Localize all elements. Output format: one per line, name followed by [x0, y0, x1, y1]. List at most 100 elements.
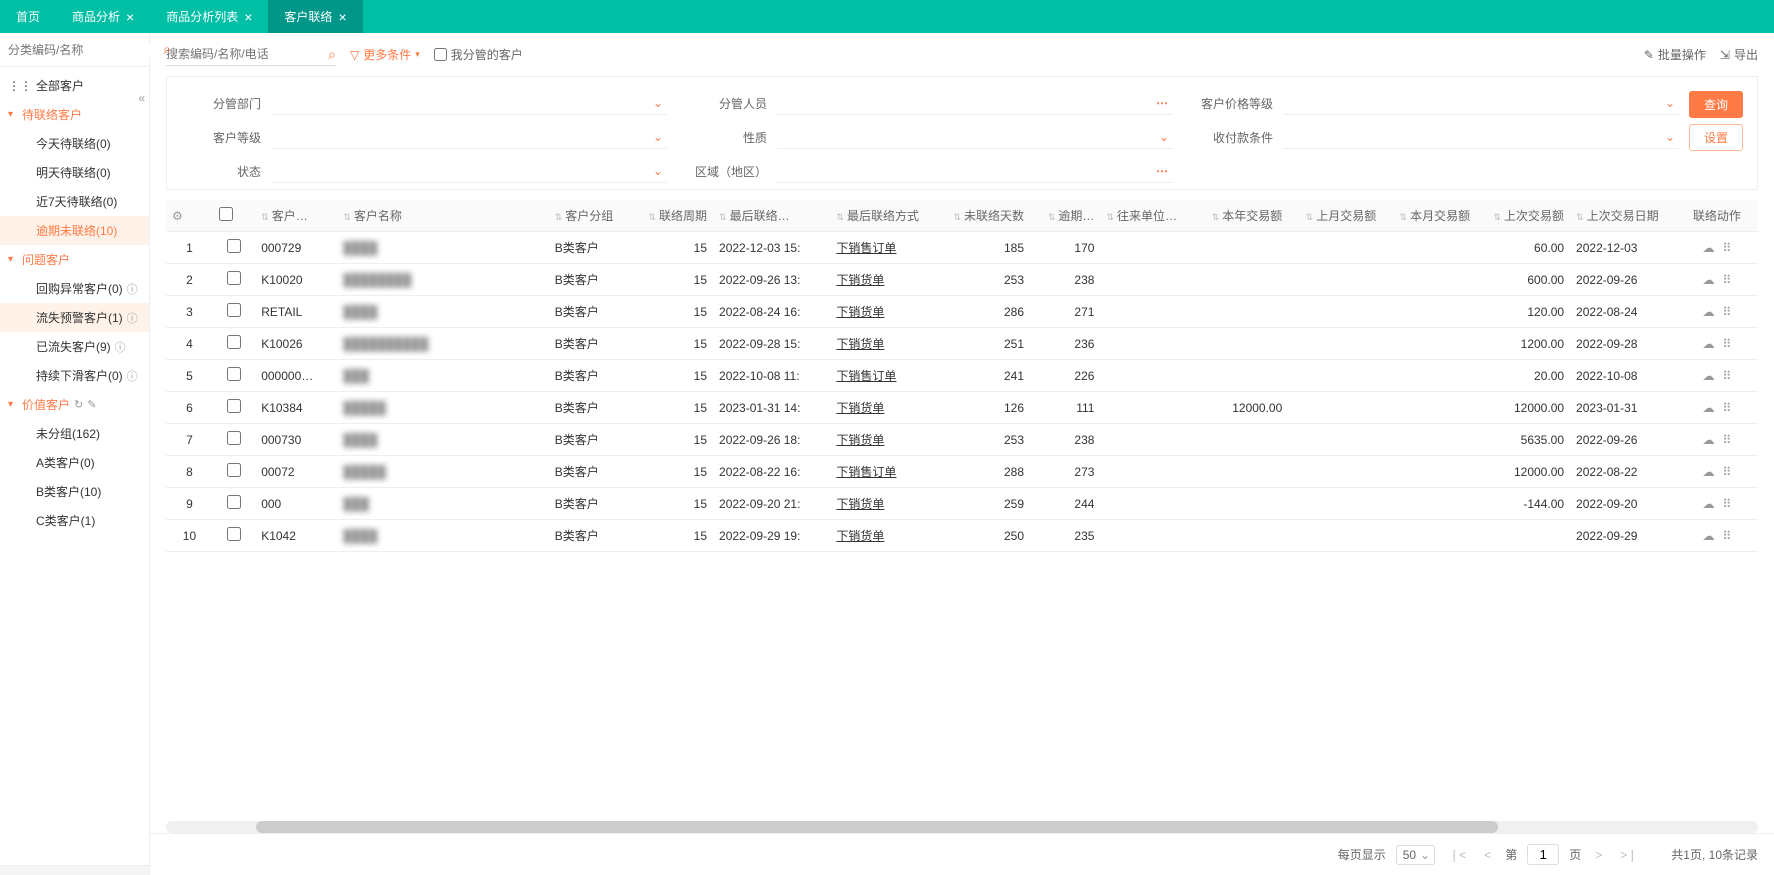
close-icon[interactable]: × — [126, 10, 134, 24]
my-customers-checkbox[interactable]: 我分管的客户 — [434, 46, 523, 63]
column-header[interactable]: ⇅客户… — [255, 200, 337, 232]
first-page-button[interactable]: ❘< — [1445, 848, 1470, 862]
wechat-icon[interactable]: ☁ — [1702, 465, 1714, 479]
row-checkbox[interactable] — [227, 367, 241, 381]
row-checkbox[interactable] — [227, 431, 241, 445]
tree-item[interactable]: 明天待联络(0) — [0, 158, 149, 187]
table-hscroll[interactable] — [166, 821, 1758, 833]
table-row[interactable]: 10K1042████B类客户152022-09-29 19:下销货单25023… — [166, 520, 1758, 552]
filter-nature-select[interactable]: ⌄ — [777, 125, 1173, 149]
more-icon[interactable]: ⠿ — [1722, 369, 1731, 383]
tree-item[interactable]: 已流失客户(9)ⓘ — [0, 332, 149, 361]
column-header[interactable]: ⇅联络周期 — [631, 200, 713, 232]
sidebar-hscroll[interactable] — [0, 865, 149, 875]
help-icon[interactable]: ⓘ — [127, 281, 138, 297]
row-checkbox[interactable] — [227, 271, 241, 285]
more-icon[interactable]: ⠿ — [1722, 273, 1731, 287]
table-row[interactable]: 3RETAIL████B类客户152022-08-24 16:下销货单28627… — [166, 296, 1758, 328]
wechat-icon[interactable]: ☁ — [1702, 241, 1714, 255]
search-icon[interactable]: ⌕ — [163, 41, 171, 58]
tab[interactable]: 客户联络× — [268, 0, 362, 33]
tree-item[interactable]: 回购异常客户(0)ⓘ — [0, 274, 149, 303]
contact-way-link[interactable]: 下销货单 — [836, 273, 884, 287]
setting-button[interactable]: 设置 — [1689, 124, 1743, 151]
column-header[interactable]: ⇅未联络天数 — [936, 200, 1030, 232]
column-header[interactable]: 联络动作 — [1676, 200, 1758, 232]
tree-item[interactable]: 逾期未联络(10) — [0, 216, 149, 245]
contact-way-link[interactable]: 下销售订单 — [836, 241, 896, 255]
tree-group[interactable]: ▾价值客户↻✎ — [0, 390, 149, 419]
search-icon[interactable]: ⌕ — [328, 46, 336, 63]
more-icon[interactable]: ⠿ — [1722, 465, 1731, 479]
gear-icon[interactable]: ⚙ — [172, 209, 183, 223]
wechat-icon[interactable]: ☁ — [1702, 369, 1714, 383]
next-page-button[interactable]: > — [1591, 848, 1606, 862]
help-icon[interactable]: ⓘ — [127, 310, 138, 326]
column-header[interactable]: ⚙ — [166, 200, 213, 232]
column-header[interactable]: ⇅逾期… — [1030, 200, 1100, 232]
tree-item[interactable]: 流失预警客户(1)ⓘ — [0, 303, 149, 332]
tab[interactable]: 商品分析× — [56, 0, 150, 33]
contact-way-link[interactable]: 下销货单 — [836, 337, 884, 351]
wechat-icon[interactable]: ☁ — [1702, 401, 1714, 415]
search-input[interactable] — [166, 43, 328, 65]
more-conditions[interactable]: ▽ 更多条件 ▾ — [350, 46, 420, 63]
column-header[interactable]: ⇅往来单位联… — [1100, 200, 1194, 232]
tab[interactable]: 商品分析列表× — [150, 0, 268, 33]
filter-payment-select[interactable]: ⌄ — [1283, 125, 1679, 149]
last-page-button[interactable]: >❘ — [1616, 848, 1641, 862]
table-row[interactable]: 1000729████B类客户152022-12-03 15:下销售订单1851… — [166, 232, 1758, 264]
row-checkbox[interactable] — [227, 303, 241, 317]
export-action[interactable]: ⇲ 导出 — [1720, 46, 1758, 63]
column-header[interactable] — [213, 200, 255, 232]
table-row[interactable]: 6K10384█████B类客户152023-01-31 14:下销货单1261… — [166, 392, 1758, 424]
tree-group[interactable]: ▾问题客户 — [0, 245, 149, 274]
table-row[interactable]: 5000000…███B类客户152022-10-08 11:下销售订单2412… — [166, 360, 1758, 392]
sidebar-collapse-icon[interactable]: « — [138, 91, 145, 105]
column-header[interactable]: ⇅最后联络… — [713, 200, 830, 232]
row-checkbox[interactable] — [227, 335, 241, 349]
column-header[interactable]: ⇅上次交易额 — [1476, 200, 1570, 232]
wechat-icon[interactable]: ☁ — [1702, 497, 1714, 511]
query-button[interactable]: 查询 — [1689, 91, 1743, 118]
my-customers-input[interactable] — [434, 48, 447, 61]
tree-group[interactable]: ▾待联络客户 — [0, 100, 149, 129]
tree-root[interactable]: ⋮⋮ 全部客户 — [0, 71, 149, 100]
column-header[interactable]: ⇅最后联络方式 — [830, 200, 936, 232]
tree-item[interactable]: 今天待联络(0) — [0, 129, 149, 158]
filter-person-select[interactable]: ⋯ — [777, 91, 1173, 115]
table-row[interactable]: 2K10020████████B类客户152022-09-26 13:下销货单2… — [166, 264, 1758, 296]
prev-page-button[interactable]: < — [1480, 848, 1495, 862]
contact-way-link[interactable]: 下销货单 — [836, 305, 884, 319]
column-header[interactable]: ⇅本年交易额 — [1194, 200, 1288, 232]
table-row[interactable]: 800072█████B类客户152022-08-22 16:下销售订单2882… — [166, 456, 1758, 488]
sidebar-search-input[interactable] — [8, 43, 163, 57]
more-icon[interactable]: ⠿ — [1722, 529, 1731, 543]
tree-item[interactable]: C类客户(1) — [0, 506, 149, 535]
row-checkbox[interactable] — [227, 399, 241, 413]
tree-item[interactable]: 近7天待联络(0) — [0, 187, 149, 216]
more-icon[interactable]: ⠿ — [1722, 497, 1731, 511]
tree-item[interactable]: A类客户(0) — [0, 448, 149, 477]
row-checkbox[interactable] — [227, 527, 241, 541]
help-icon[interactable]: ⓘ — [127, 368, 138, 384]
column-header[interactable]: ⇅上次交易日期 — [1570, 200, 1676, 232]
column-header[interactable]: ⇅客户分组 — [549, 200, 631, 232]
tree-item[interactable]: 未分组(162) — [0, 419, 149, 448]
close-icon[interactable]: × — [244, 10, 252, 24]
filter-pricelevel-select[interactable]: ⌄ — [1283, 91, 1679, 115]
row-checkbox[interactable] — [227, 495, 241, 509]
wechat-icon[interactable]: ☁ — [1702, 337, 1714, 351]
contact-way-link[interactable]: 下销货单 — [836, 433, 884, 447]
more-icon[interactable]: ⠿ — [1722, 305, 1731, 319]
contact-way-link[interactable]: 下销货单 — [836, 497, 884, 511]
tree-item[interactable]: B类客户(10) — [0, 477, 149, 506]
more-icon[interactable]: ⠿ — [1722, 401, 1731, 415]
contact-way-link[interactable]: 下销货单 — [836, 401, 884, 415]
filter-level-select[interactable]: ⌄ — [271, 125, 667, 149]
wechat-icon[interactable]: ☁ — [1702, 305, 1714, 319]
batch-action[interactable]: ✎ 批量操作 — [1644, 46, 1706, 63]
select-all-checkbox[interactable] — [219, 207, 233, 221]
more-icon[interactable]: ⠿ — [1722, 337, 1731, 351]
contact-way-link[interactable]: 下销货单 — [836, 529, 884, 543]
